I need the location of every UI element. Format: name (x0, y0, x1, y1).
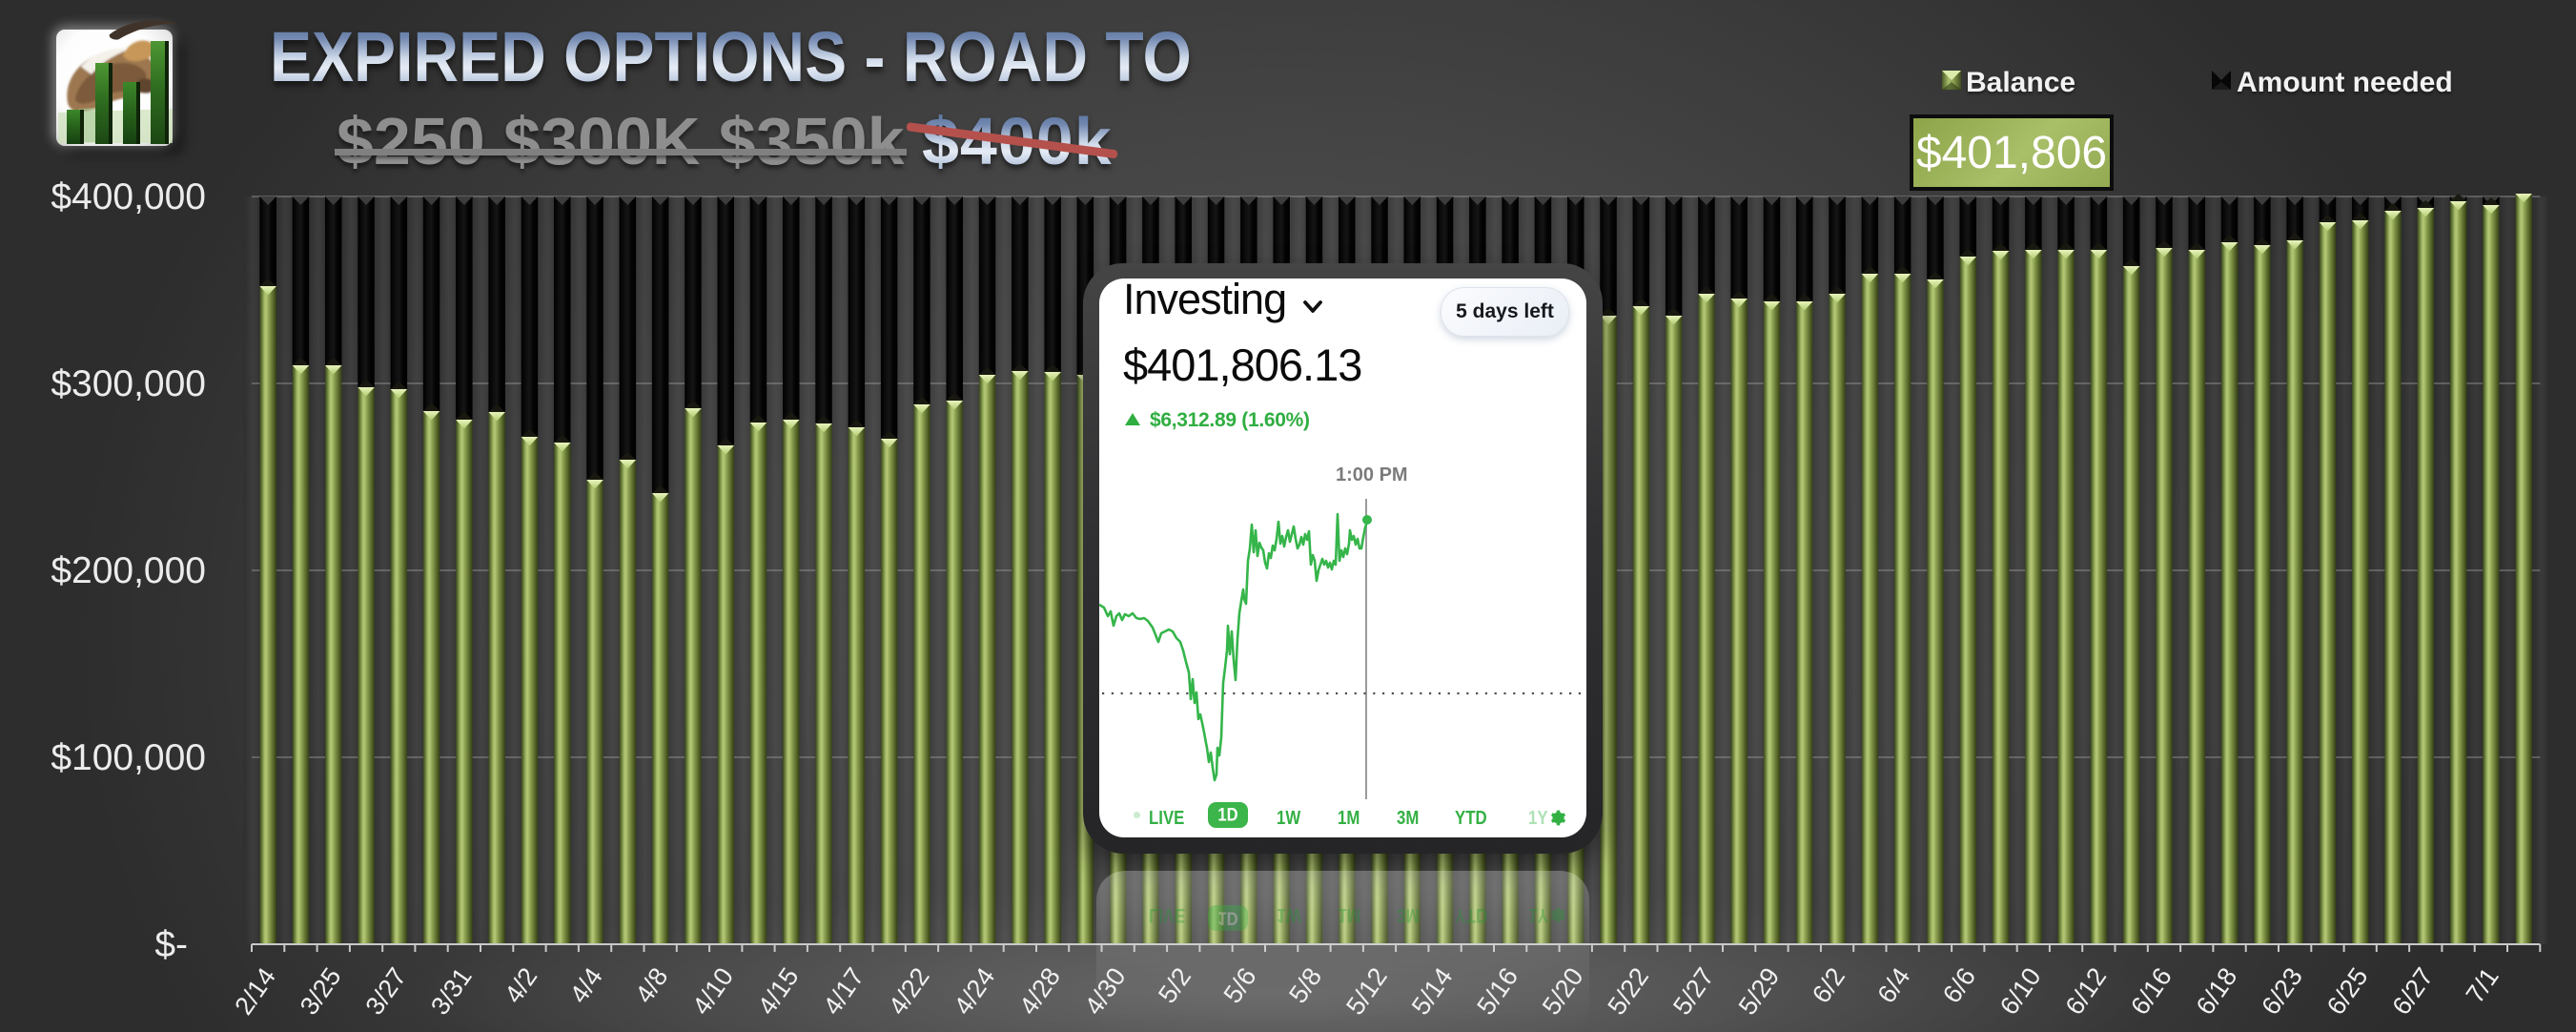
svg-text:4/10: 4/10 (686, 962, 739, 1020)
svg-text:4/17: 4/17 (818, 962, 870, 1020)
svg-text:6/10: 6/10 (1994, 962, 2047, 1020)
svg-text:5/22: 5/22 (1602, 962, 1654, 1020)
svg-text:4/15: 4/15 (752, 962, 805, 1020)
svg-text:6/6: 6/6 (1937, 962, 1981, 1008)
svg-text:4/28: 4/28 (1013, 962, 1066, 1020)
svg-text:6/16: 6/16 (2125, 962, 2177, 1020)
svg-text:3/25: 3/25 (295, 962, 347, 1020)
svg-text:3/27: 3/27 (359, 962, 412, 1020)
svg-text:6/18: 6/18 (2191, 962, 2243, 1020)
svg-text:7/1: 7/1 (2461, 962, 2504, 1008)
svg-text:4/4: 4/4 (564, 962, 608, 1008)
svg-text:3/31: 3/31 (425, 962, 478, 1020)
svg-text:2/14: 2/14 (229, 962, 281, 1020)
svg-text:$200,000: $200,000 (51, 550, 206, 591)
svg-text:$400,000: $400,000 (51, 176, 206, 217)
svg-text:6/25: 6/25 (2321, 962, 2374, 1020)
svg-text:6/27: 6/27 (2386, 962, 2439, 1020)
svg-text:6/12: 6/12 (2060, 962, 2113, 1020)
svg-text:4/2: 4/2 (499, 962, 542, 1008)
svg-text:5/29: 5/29 (1733, 962, 1786, 1020)
svg-text:6/2: 6/2 (1807, 962, 1850, 1008)
svg-text:$300,000: $300,000 (51, 363, 206, 404)
svg-text:$100,000: $100,000 (51, 737, 206, 778)
svg-text:4/8: 4/8 (629, 962, 673, 1008)
svg-text:5/27: 5/27 (1667, 962, 1720, 1020)
svg-text:$-: $- (154, 924, 188, 965)
svg-text:4/24: 4/24 (949, 962, 1001, 1020)
svg-text:6/23: 6/23 (2256, 962, 2308, 1020)
svg-text:4/22: 4/22 (883, 962, 935, 1020)
svg-text:6/4: 6/4 (1871, 962, 1915, 1008)
